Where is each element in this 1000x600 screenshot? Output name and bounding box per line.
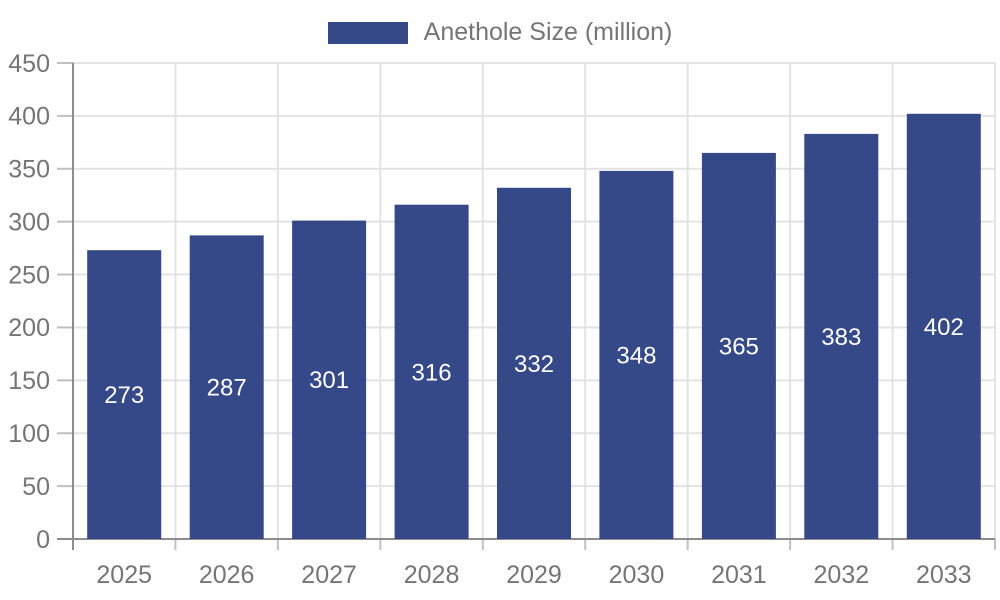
y-tick-label: 0 xyxy=(36,526,50,554)
bar-2033[interactable] xyxy=(906,113,981,540)
x-tick-label: 2026 xyxy=(199,561,255,589)
bar-value-label: 273 xyxy=(104,382,144,409)
x-tick-label: 2032 xyxy=(814,561,870,589)
bar-2032[interactable] xyxy=(804,133,879,539)
legend-swatch xyxy=(327,21,408,44)
bar-value-label: 383 xyxy=(821,324,861,351)
y-tick-label: 150 xyxy=(8,367,50,395)
y-tick-label: 350 xyxy=(8,156,50,184)
y-tick-label: 300 xyxy=(8,208,50,236)
bar-value-label: 402 xyxy=(924,314,964,341)
bar-2026[interactable] xyxy=(189,235,264,539)
y-tick-label: 400 xyxy=(8,103,50,131)
legend: Anethole Size (million) xyxy=(0,20,1000,45)
x-tick-label: 2028 xyxy=(404,561,460,589)
x-tick-label: 2027 xyxy=(301,561,357,589)
legend-label: Anethole Size (million) xyxy=(423,18,673,46)
x-tick-label: 2025 xyxy=(96,561,152,589)
x-tick-label: 2029 xyxy=(506,561,562,589)
bar-value-label: 301 xyxy=(309,367,349,394)
bar-2028[interactable] xyxy=(394,204,469,539)
y-tick-label: 200 xyxy=(8,314,50,342)
bar-value-label: 332 xyxy=(514,351,554,378)
bar-value-label: 365 xyxy=(719,333,759,360)
bar-2031[interactable] xyxy=(701,152,776,539)
y-tick-label: 100 xyxy=(8,420,50,448)
bar-2029[interactable] xyxy=(497,187,571,540)
x-tick-label: 2031 xyxy=(711,561,767,589)
bar-2025[interactable] xyxy=(87,250,162,539)
x-tick-label: 2030 xyxy=(609,561,665,589)
bar-2027[interactable] xyxy=(292,220,367,539)
legend-item[interactable]: Anethole Size (million) xyxy=(327,18,673,46)
bar-value-label: 287 xyxy=(207,375,247,402)
y-tick-label: 450 xyxy=(8,50,50,78)
y-tick-label: 50 xyxy=(22,473,50,501)
y-tick-label: 250 xyxy=(8,261,50,289)
bar-value-label: 316 xyxy=(412,359,452,386)
bar-value-label: 348 xyxy=(616,342,656,369)
x-tick-label: 2033 xyxy=(916,561,972,589)
bar-2030[interactable] xyxy=(599,170,674,539)
